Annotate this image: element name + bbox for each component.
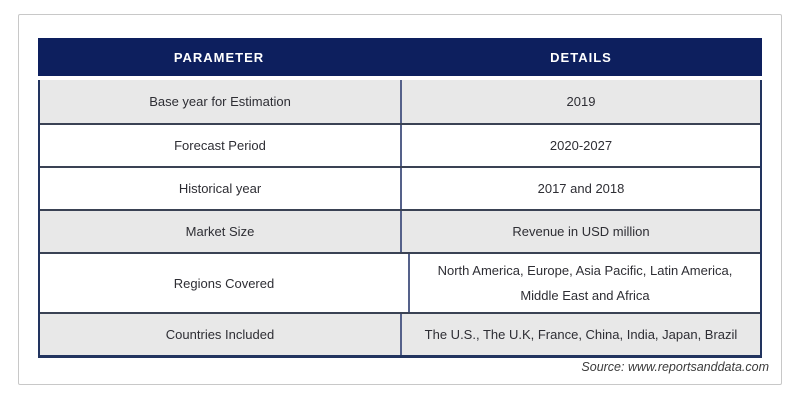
table-row: Forecast Period 2020-2027 [40,123,760,166]
cell-parameter: Market Size [185,224,255,239]
cell-details: The U.S., The U.K, France, China, India,… [400,314,760,355]
cell-details: 2017 and 2018 [400,168,760,209]
cell-details: North America, Europe, Asia Pacific, Lat… [408,254,760,312]
cell-parameter: Forecast Period [174,138,266,153]
cell-details: 2020-2027 [400,125,760,166]
content-card: PARAMETER DETAILS Base year for Estimati… [18,14,782,385]
table-row: Countries Included The U.S., The U.K, Fr… [40,312,760,355]
cell-details: Revenue in USD million [400,211,760,252]
cell-parameter: Countries Included [165,327,275,342]
cell-parameter: Base year for Estimation [149,94,291,109]
source-caption: Source: www.reportsanddata.com [581,360,769,374]
report-scope-table: PARAMETER DETAILS Base year for Estimati… [38,38,762,358]
table-header-row: PARAMETER DETAILS [38,38,762,76]
column-header-parameter: PARAMETER [173,49,265,65]
header-gap [38,76,762,80]
table-row: Historical year 2017 and 2018 [40,166,760,209]
cell-parameter: Regions Covered [173,275,275,291]
table-row: Base year for Estimation 2019 [40,80,760,123]
cell-details: 2019 [400,80,760,123]
table-row: Market Size Revenue in USD million [40,209,760,252]
cell-parameter: Historical year [178,181,262,196]
table-body: Base year for Estimation 2019 Forecast P… [38,80,762,358]
column-header-details: DETAILS [550,49,612,65]
table-row: Regions Covered North America, Europe, A… [40,252,760,312]
